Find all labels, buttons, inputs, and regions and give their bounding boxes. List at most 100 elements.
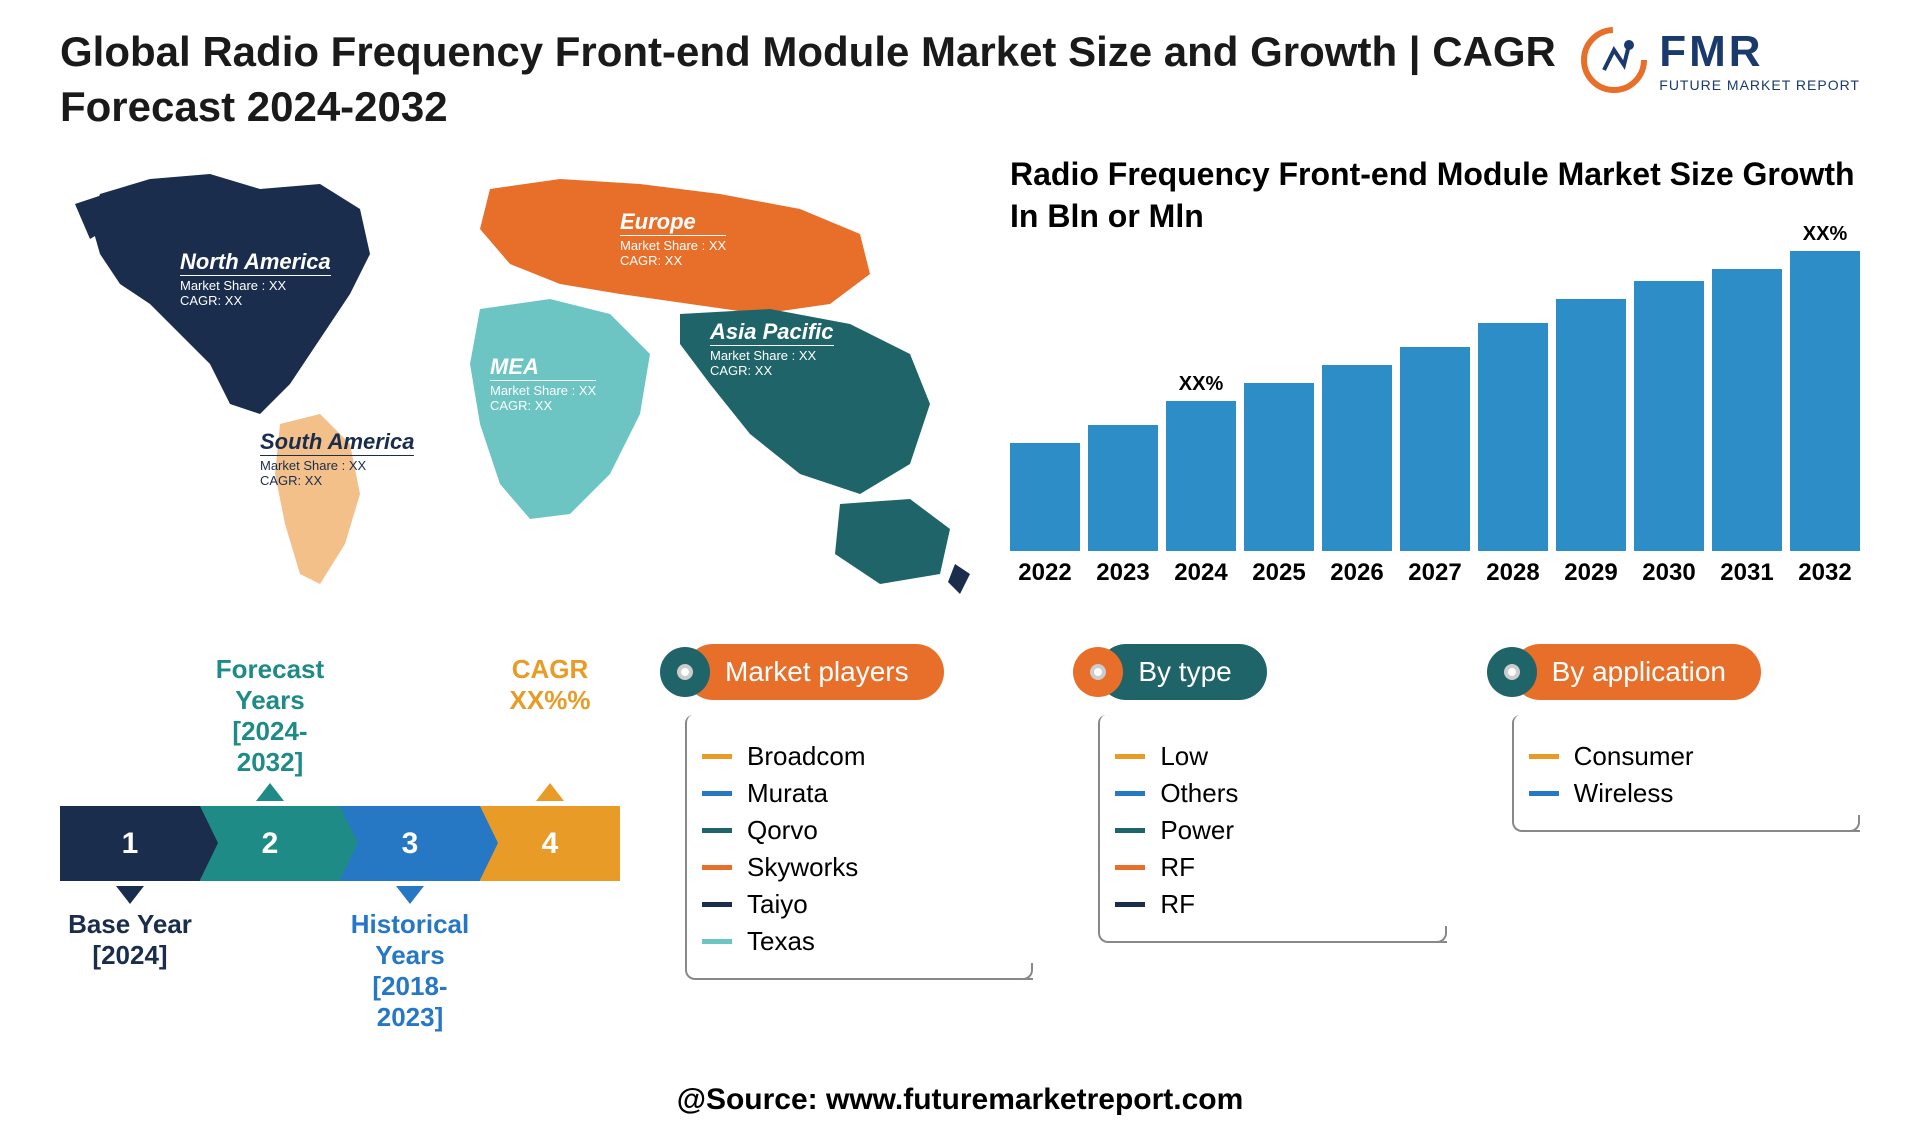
pill-dot-icon xyxy=(660,647,710,697)
logo-subtitle: FUTURE MARKET REPORT xyxy=(1659,77,1860,93)
list-item: Consumer xyxy=(1529,741,1860,772)
timeline-segment: 4 xyxy=(480,806,620,881)
list-item: Low xyxy=(1115,741,1446,772)
dash-icon xyxy=(1115,902,1145,907)
title-line1: Global Radio Frequency Front-end Module … xyxy=(60,28,1556,75)
timeline-segment: 1 xyxy=(60,806,200,881)
label-north-america: North America Market Share : XXCAGR: XX xyxy=(180,249,331,308)
historical-years-label: Historical Years xyxy=(340,909,480,971)
arrow-up-icon xyxy=(536,783,564,801)
list-item: Others xyxy=(1115,778,1446,809)
bar-wrap: 2027 xyxy=(1400,347,1470,587)
bar-year-label: 2032 xyxy=(1798,559,1851,587)
bar-wrap: 2022 xyxy=(1010,443,1080,587)
cagr-label: CAGR xyxy=(480,654,620,685)
bar xyxy=(1712,269,1782,551)
by-application-section: By application ConsumerWireless xyxy=(1487,644,1860,832)
list-item: Wireless xyxy=(1529,778,1860,809)
dash-icon xyxy=(702,902,732,907)
fmr-logo-icon xyxy=(1579,25,1649,95)
dash-icon xyxy=(1529,754,1559,759)
bar xyxy=(1478,323,1548,551)
cagr-value: XX%% xyxy=(480,685,620,716)
list-item: Qorvo xyxy=(702,815,1033,846)
bar-year-label: 2026 xyxy=(1330,559,1383,587)
list-item-label: Low xyxy=(1160,741,1208,772)
bar-year-label: 2023 xyxy=(1096,559,1149,587)
header: Global Radio Frequency Front-end Module … xyxy=(60,25,1860,134)
label-europe: Europe Market Share : XXCAGR: XX xyxy=(620,209,726,268)
list-item-label: Power xyxy=(1160,815,1234,846)
market-players-list: BroadcomMurataQorvoSkyworksTaiyoTexas xyxy=(685,715,1033,980)
dash-icon xyxy=(702,791,732,796)
region-nz xyxy=(948,564,970,594)
timeline-segment: 3 xyxy=(340,806,480,881)
timeline-section: Forecast Years [2024-2032] CAGR XX%% 123… xyxy=(60,644,620,1033)
by-type-list: Low Others Power RF RF xyxy=(1098,715,1446,943)
bar xyxy=(1088,425,1158,551)
bar-year-label: 2029 xyxy=(1564,559,1617,587)
market-players-section: Market players BroadcomMurataQorvoSkywor… xyxy=(660,644,1033,980)
timeline-segment: 2 xyxy=(200,806,340,881)
list-item-label: Others xyxy=(1160,778,1238,809)
label-asia-pacific: Asia Pacific Market Share : XXCAGR: XX xyxy=(710,319,834,378)
dash-icon xyxy=(702,865,732,870)
bar-wrap: 2026 xyxy=(1322,365,1392,587)
historical-years-range: [2018-2023] xyxy=(340,971,480,1033)
bar-chart-section: Radio Frequency Front-end Module Market … xyxy=(1010,154,1860,604)
bar-wrap: XX%2032 xyxy=(1790,251,1860,587)
forecast-years-label: Forecast Years xyxy=(200,654,340,716)
world-map: North America Market Share : XXCAGR: XX … xyxy=(60,154,980,604)
timeline-bar: 1234 xyxy=(60,806,620,881)
list-item-label: Wireless xyxy=(1574,778,1674,809)
region-australia xyxy=(835,499,950,584)
bar-wrap: 2025 xyxy=(1244,383,1314,587)
list-item-label: RF xyxy=(1160,852,1195,883)
dash-icon xyxy=(1115,865,1145,870)
list-item-label: Taiyo xyxy=(747,889,808,920)
list-item-label: Consumer xyxy=(1574,741,1694,772)
bar xyxy=(1400,347,1470,551)
bar-wrap: 2028 xyxy=(1478,323,1548,587)
bar-wrap: XX%2024 xyxy=(1166,401,1236,587)
arrow-down-icon xyxy=(116,886,144,904)
list-item-label: Murata xyxy=(747,778,828,809)
bar-wrap: 2030 xyxy=(1634,281,1704,587)
bar-year-label: 2030 xyxy=(1642,559,1695,587)
list-item-label: Skyworks xyxy=(747,852,858,883)
list-item: Texas xyxy=(702,926,1033,957)
arrow-up-icon xyxy=(256,783,284,801)
bar xyxy=(1010,443,1080,551)
base-year-range: [2024] xyxy=(60,940,200,971)
dash-icon xyxy=(1115,828,1145,833)
bar-year-label: 2027 xyxy=(1408,559,1461,587)
label-south-america: South America Market Share : XXCAGR: XX xyxy=(260,429,414,488)
bar-year-label: 2031 xyxy=(1720,559,1773,587)
by-type-header: By type xyxy=(1098,644,1266,700)
list-item: Power xyxy=(1115,815,1446,846)
bar xyxy=(1790,251,1860,551)
base-year-label: Base Year xyxy=(60,909,200,940)
dash-icon xyxy=(702,828,732,833)
forecast-years-range: [2024-2032] xyxy=(200,716,340,778)
logo-fmr-text: FMR xyxy=(1659,27,1860,77)
bar-year-label: 2022 xyxy=(1018,559,1071,587)
bar xyxy=(1166,401,1236,551)
list-item-label: RF xyxy=(1160,889,1195,920)
dash-icon xyxy=(1529,791,1559,796)
list-item: RF xyxy=(1115,889,1446,920)
label-mea: MEA Market Share : XXCAGR: XX xyxy=(490,354,596,413)
arrow-down-icon xyxy=(396,886,424,904)
market-players-header: Market players xyxy=(685,644,944,700)
dash-icon xyxy=(702,754,732,759)
bar-wrap: 2023 xyxy=(1088,425,1158,587)
title-line2: Forecast 2024-2032 xyxy=(60,83,448,130)
dash-icon xyxy=(1115,791,1145,796)
bar xyxy=(1556,299,1626,551)
list-item: Taiyo xyxy=(702,889,1033,920)
by-application-list: Consumer Wireless xyxy=(1512,715,1860,832)
bar-chart: 2022 2023 XX%20242025 2026 2027 2028 2029 2030 2… xyxy=(1010,247,1860,587)
dash-icon xyxy=(702,939,732,944)
source-text: @Source: www.futuremarketreport.com xyxy=(60,1083,1860,1117)
bar-wrap: 2029 xyxy=(1556,299,1626,587)
